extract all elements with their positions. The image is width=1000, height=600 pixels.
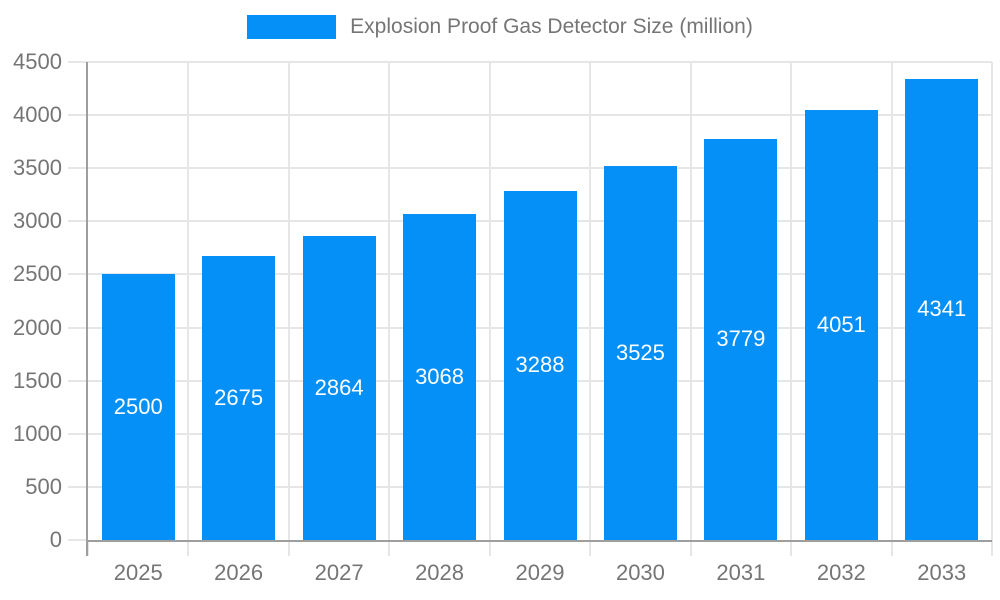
- bar-value-label: 4051: [816, 311, 866, 337]
- gridline-vertical: [790, 62, 793, 540]
- x-axis-tick: [187, 540, 190, 556]
- x-axis-tick: [890, 540, 893, 556]
- x-axis-label: 2025: [113, 560, 163, 585]
- x-axis-tick: [488, 540, 491, 556]
- legend-label: Explosion Proof Gas Detector Size (milli…: [350, 15, 753, 38]
- x-axis-label: 2032: [816, 560, 866, 585]
- y-axis-label: 1000: [13, 420, 62, 446]
- gridline-vertical: [488, 62, 491, 540]
- bar[interactable]: 3779: [704, 138, 778, 540]
- y-axis-label: 3000: [13, 208, 62, 234]
- bar-value-label: 3068: [415, 364, 465, 390]
- x-axis-tick: [87, 540, 89, 556]
- y-axis-label: 1500: [13, 367, 62, 393]
- plot-area: 2500 2675 2864 3068 3288 3525 3779 4051 4341 0 50…: [13, 49, 993, 585]
- gridline-horizontal: [88, 61, 992, 63]
- y-axis-tick: [68, 379, 88, 382]
- y-axis-label: 500: [25, 473, 62, 499]
- y-axis-tick: [68, 485, 88, 488]
- y-axis-label: 4500: [13, 49, 62, 74]
- gridline-vertical: [287, 62, 290, 540]
- gridline-horizontal: [88, 114, 992, 117]
- bar-value-label: 3525: [615, 339, 665, 365]
- x-axis-tick: [790, 540, 793, 556]
- legend-swatch-icon: [247, 15, 337, 39]
- gridline-vertical: [991, 62, 993, 540]
- gridline-vertical: [589, 62, 592, 540]
- bar-value-label: 2864: [314, 374, 364, 400]
- y-axis-label: 2500: [13, 261, 62, 287]
- y-axis-tick: [68, 432, 88, 435]
- x-axis-label: 2028: [415, 560, 465, 585]
- y-axis-tick: [68, 539, 88, 541]
- bar[interactable]: 4051: [804, 109, 878, 540]
- bar[interactable]: 3288: [503, 190, 577, 540]
- x-axis-label: 2027: [314, 560, 364, 585]
- y-axis-label: 4000: [13, 102, 62, 128]
- bar-value-label: 3779: [716, 326, 766, 352]
- y-axis-tick: [68, 326, 88, 329]
- x-axis-label: 2029: [515, 560, 565, 585]
- x-axis-tick: [689, 540, 692, 556]
- gridline-vertical: [890, 62, 893, 540]
- y-axis-tick: [68, 61, 88, 63]
- bar-value-label: 2500: [113, 394, 163, 420]
- gridline-vertical: [388, 62, 391, 540]
- y-axis-tick: [68, 114, 88, 117]
- gridline-horizontal: [88, 167, 992, 170]
- x-axis-label: 2033: [917, 560, 967, 585]
- bar-value-label: 4341: [917, 296, 967, 322]
- x-axis-label: 2031: [716, 560, 766, 585]
- x-axis-label: 2030: [615, 560, 665, 585]
- bar[interactable]: 2864: [302, 235, 376, 540]
- y-axis-label: 0: [49, 527, 62, 552]
- y-axis-line: [86, 62, 88, 556]
- x-axis-tick: [287, 540, 290, 556]
- x-axis-tick: [388, 540, 391, 556]
- x-axis-line: [86, 540, 992, 542]
- bar[interactable]: 2500: [101, 274, 175, 540]
- y-axis-label: 2000: [13, 314, 62, 340]
- gridline-vertical: [187, 62, 190, 540]
- x-axis-tick: [589, 540, 592, 556]
- y-axis-label: 3500: [13, 155, 62, 181]
- y-axis-tick: [68, 273, 88, 276]
- bar[interactable]: 2675: [202, 255, 276, 540]
- bar-value-label: 2675: [214, 384, 264, 410]
- bar[interactable]: 3068: [403, 214, 477, 540]
- legend: Explosion Proof Gas Detector Size (milli…: [0, 15, 1000, 39]
- bar[interactable]: 4341: [905, 78, 979, 540]
- legend-item[interactable]: Explosion Proof Gas Detector Size (milli…: [247, 15, 753, 39]
- y-axis-tick: [68, 220, 88, 223]
- gridline-vertical: [689, 62, 692, 540]
- y-axis-tick: [68, 167, 88, 170]
- bar[interactable]: 3525: [603, 165, 677, 540]
- x-axis-label: 2026: [214, 560, 264, 585]
- bar-value-label: 3288: [515, 352, 565, 378]
- x-axis-tick: [991, 540, 993, 556]
